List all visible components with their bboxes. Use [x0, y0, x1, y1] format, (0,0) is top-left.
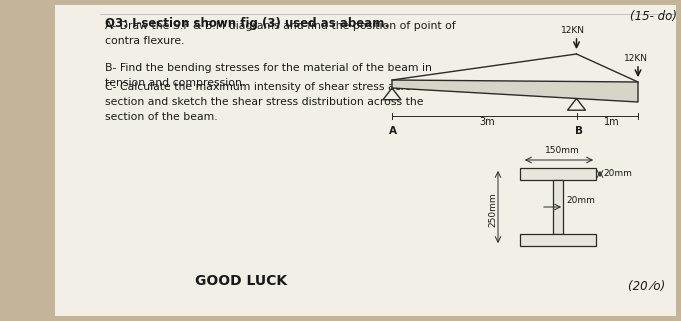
Bar: [520, 234, 596, 246]
Text: B: B: [575, 126, 582, 136]
Text: 150mm: 150mm: [545, 146, 580, 155]
Text: A: A: [389, 126, 397, 136]
Text: Q3: I-section shown fig (3) used as abeam.: Q3: I-section shown fig (3) used as abea…: [105, 17, 389, 30]
Text: 12KN: 12KN: [624, 54, 648, 63]
Text: GOOD LUCK: GOOD LUCK: [195, 274, 287, 288]
Text: 250mm: 250mm: [488, 193, 498, 227]
Text: (20 ⁄o): (20 ⁄o): [628, 280, 665, 293]
Bar: [553, 180, 563, 234]
Text: (15- do): (15- do): [630, 10, 677, 23]
Text: 12KN: 12KN: [560, 26, 584, 35]
Text: 20mm: 20mm: [566, 196, 595, 205]
Polygon shape: [392, 80, 638, 102]
Text: B- Find the bending stresses for the material of the beam in
tension and compres: B- Find the bending stresses for the mat…: [105, 63, 432, 88]
Text: 1m: 1m: [604, 117, 620, 127]
Text: A- Draw the S.F & B.M diagrams and find the position of point of
contra flexure.: A- Draw the S.F & B.M diagrams and find …: [105, 21, 456, 46]
Bar: [520, 168, 596, 180]
Text: 20mm: 20mm: [603, 169, 632, 178]
Text: C- Calculate the maximum intensity of shear stress across the
section and sketch: C- Calculate the maximum intensity of sh…: [105, 82, 444, 122]
Text: 3m: 3m: [479, 117, 495, 127]
